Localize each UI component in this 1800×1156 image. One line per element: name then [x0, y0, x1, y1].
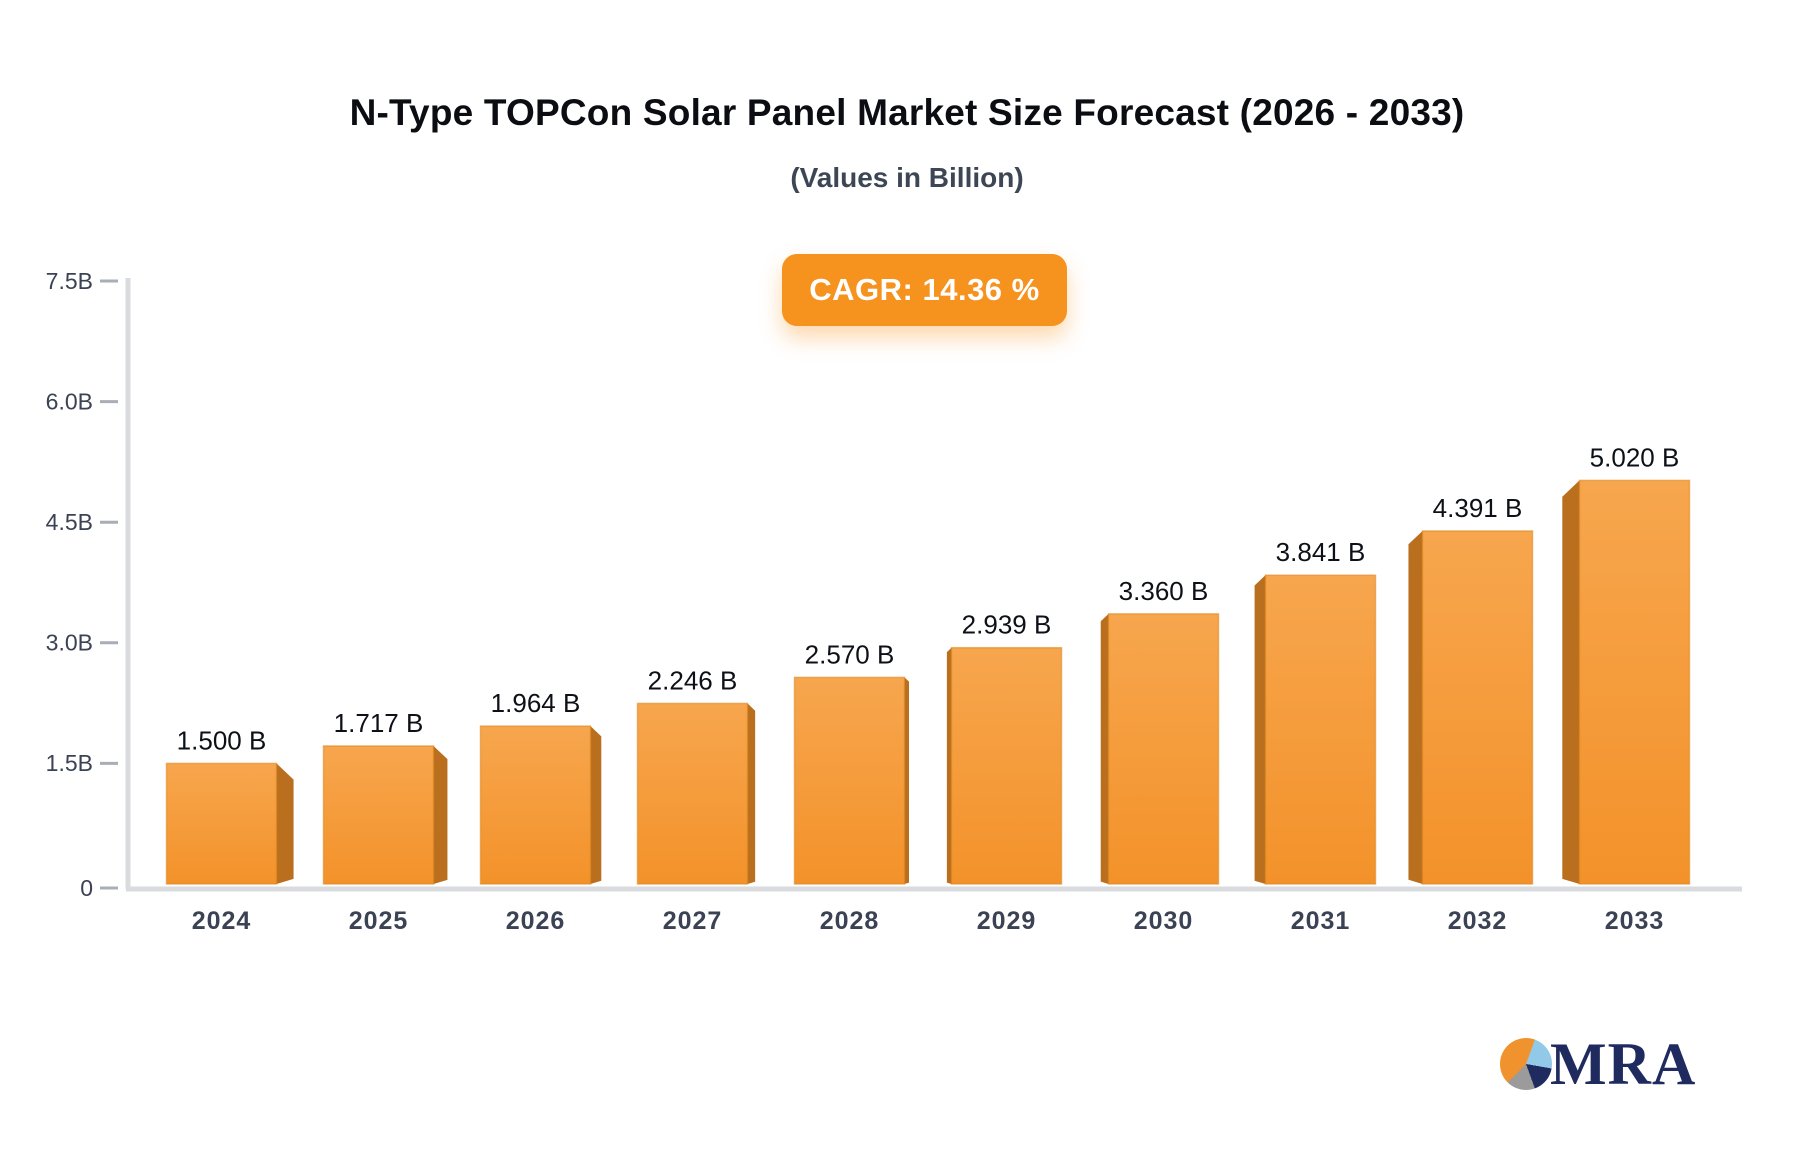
- x-tick-label: 2032: [1448, 907, 1508, 935]
- bar-side: [1254, 575, 1266, 884]
- y-tick-label: 4.5B: [46, 509, 93, 535]
- bar-front: [322, 745, 435, 885]
- x-tick-label: 2030: [1134, 907, 1194, 935]
- y-tick-label: 6.0B: [46, 388, 93, 414]
- y-tick-label: 3.0B: [46, 630, 93, 656]
- x-tick-label: 2028: [820, 907, 880, 935]
- bar-side: [1100, 613, 1109, 884]
- bar-value-label: 3.841 B: [1276, 537, 1366, 567]
- bar-value-label: 1.964 B: [491, 688, 581, 718]
- bar-front: [950, 646, 1063, 885]
- brand-logo: MRA: [1500, 1031, 1697, 1097]
- cagr-badge: CAGR: 14.36 %: [782, 254, 1067, 326]
- bar-side: [747, 703, 756, 884]
- bar-side: [946, 647, 952, 884]
- x-tick-label: 2033: [1605, 907, 1665, 935]
- bar-value-label: 3.360 B: [1119, 576, 1209, 606]
- x-tick-label: 2027: [663, 907, 723, 935]
- bar-value-label: 2.570 B: [805, 639, 895, 669]
- bar-side: [276, 763, 294, 884]
- bar-front: [1264, 574, 1377, 885]
- x-tick-label: 2024: [192, 907, 252, 935]
- bar-side: [1562, 480, 1580, 884]
- bar-value-label: 4.391 B: [1433, 493, 1523, 523]
- bar-side: [590, 726, 602, 884]
- bar-value-label: 1.717 B: [334, 708, 424, 738]
- y-tick-label: 0: [80, 875, 93, 901]
- x-tick-label: 2031: [1291, 907, 1351, 935]
- logo-text: MRA: [1550, 1031, 1697, 1097]
- x-tick-label: 2029: [977, 907, 1037, 935]
- bar-side: [1408, 530, 1423, 884]
- chart-title: N-Type TOPCon Solar Panel Market Size Fo…: [349, 92, 1465, 133]
- chart-subtitle: (Values in Billion): [790, 162, 1024, 193]
- bar-front: [165, 762, 278, 885]
- bar-front: [1107, 613, 1220, 885]
- bar-front: [1578, 479, 1691, 885]
- bar-side: [433, 745, 448, 884]
- bar-value-label: 5.020 B: [1590, 442, 1680, 472]
- y-tick-label: 1.5B: [46, 750, 93, 776]
- x-tick-label: 2026: [506, 907, 566, 935]
- bar-value-label: 2.939 B: [962, 610, 1052, 640]
- logo-pie-icon: [1500, 1038, 1552, 1090]
- bar-value-label: 1.500 B: [177, 725, 267, 755]
- bar-side: [904, 677, 910, 884]
- bar-front: [636, 702, 749, 885]
- x-tick-label: 2025: [349, 907, 409, 935]
- bar-value-label: 2.246 B: [648, 665, 738, 695]
- bar-front: [1421, 530, 1534, 885]
- y-tick-label: 7.5B: [46, 268, 93, 294]
- bar-front: [479, 725, 592, 885]
- bar-front: [793, 676, 906, 885]
